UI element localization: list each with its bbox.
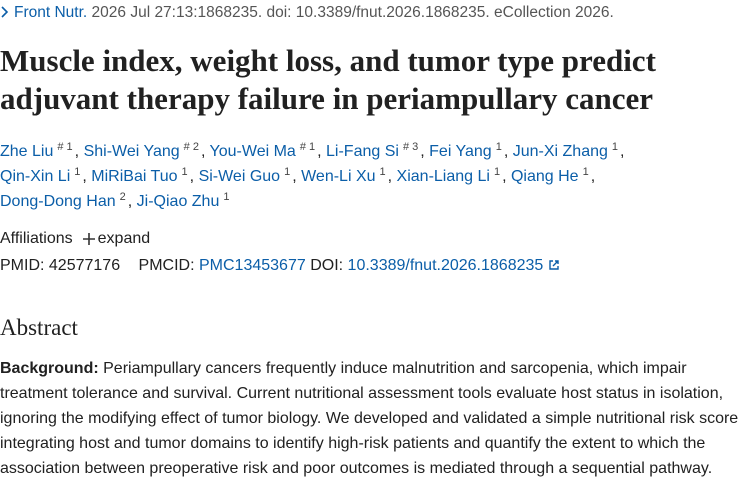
author-link[interactable]: Fei Yang	[429, 143, 492, 160]
author-separator: ,	[620, 143, 625, 160]
abstract-label: Background:	[0, 360, 99, 377]
plus-icon[interactable]	[82, 233, 95, 245]
author: Qiang He 1,	[510, 166, 596, 186]
author-link[interactable]: Ji-Qiao Zhu	[136, 193, 220, 210]
author-link[interactable]: Li-Fang Si	[326, 143, 399, 160]
author-link[interactable]: Qin-Xin Li	[0, 168, 71, 185]
author-link[interactable]: You-Wei Ma	[209, 143, 296, 160]
author-separator: ,	[420, 143, 425, 160]
author: Shi-Wei Yang # 2,	[83, 141, 206, 161]
author-affiliation-marker: # 2	[183, 141, 199, 153]
doi-link[interactable]: 10.3389/fnut.2026.1868235	[347, 257, 544, 274]
author: MiRiBai Tuo 1,	[91, 166, 195, 186]
author: Li-Fang Si # 3,	[326, 141, 425, 161]
expand-toggle[interactable]: expand	[97, 230, 151, 247]
author-separator: ,	[189, 168, 195, 185]
author-affiliation-marker: 1	[379, 166, 386, 178]
author-separator: ,	[590, 168, 596, 185]
article-title: Muscle index, weight loss, and tumor typ…	[0, 43, 656, 116]
author-affiliation-marker: # 1	[57, 141, 73, 153]
author-separator: ,	[317, 143, 322, 160]
author-affiliation-marker: 1	[223, 191, 230, 203]
author-link[interactable]: Xian-Liang Li	[396, 168, 490, 185]
pmcid-link[interactable]: PMC13453677	[199, 257, 306, 274]
pmid-label: PMID:	[0, 257, 45, 274]
author-link[interactable]: Wen-Li Xu	[301, 168, 376, 185]
author: Si-Wei Guo 1,	[198, 166, 297, 186]
journal-link[interactable]: Front Nutr.	[14, 4, 88, 21]
author-affiliation-marker: 1	[74, 166, 81, 178]
author: Zhe Liu # 1,	[0, 141, 80, 161]
author-affiliation-marker: # 1	[299, 141, 316, 153]
author: Ji-Qiao Zhu 1	[136, 191, 232, 211]
author: You-Wei Ma # 1,	[209, 141, 322, 161]
affiliations-label: Affiliations	[0, 230, 73, 247]
author: Fei Yang 1,	[429, 141, 509, 161]
author-separator: ,	[200, 143, 206, 160]
author-link[interactable]: Qiang He	[510, 168, 579, 185]
author-separator: ,	[387, 168, 393, 185]
author-link[interactable]: Jun-Xi Zhang	[512, 143, 608, 160]
author: Xian-Liang Li 1,	[396, 166, 507, 186]
author-affiliation-marker: 1	[611, 141, 619, 153]
author-separator: ,	[503, 143, 509, 160]
author-list: Zhe Liu # 1, Shi-Wei Yang # 2, You-Wei Ma #…	[0, 139, 700, 214]
author-affiliation-marker: 1	[181, 166, 188, 178]
author-link[interactable]: Si-Wei Guo	[198, 168, 281, 185]
citation: Front Nutr. 2026 Jul 27:13:1868235. doi:…	[0, 4, 614, 22]
affiliations: Affiliations expand	[0, 230, 150, 248]
author-separator: ,	[502, 168, 507, 185]
external-link-icon[interactable]	[548, 259, 560, 271]
author-affiliation-marker: 1	[582, 166, 589, 178]
author-link[interactable]: Dong-Dong Han	[0, 193, 116, 210]
author-separator: ,	[127, 193, 133, 210]
pmcid-label: PMCID:	[138, 257, 195, 274]
author-link[interactable]: MiRiBai Tuo	[91, 168, 178, 185]
author-separator: ,	[292, 168, 297, 185]
author: Jun-Xi Zhang 1,	[512, 141, 625, 161]
author-affiliation-marker: 1	[495, 141, 502, 153]
doi-label: DOI:	[310, 257, 344, 274]
author-affiliation-marker: 1	[284, 166, 291, 178]
author: Wen-Li Xu 1,	[301, 166, 393, 186]
citation-details: 2026 Jul 27:13:1868235. doi: 10.3389/fnu…	[91, 4, 614, 21]
abstract-text: Periampullary cancers frequently induce …	[0, 360, 739, 477]
abstract-paragraph: Background: Periampullary cancers freque…	[0, 356, 750, 481]
author-link[interactable]: Zhe Liu	[0, 143, 54, 160]
author: Dong-Dong Han 2,	[0, 191, 133, 211]
author-affiliation-marker: # 3	[402, 141, 419, 153]
identifiers: PMID: 42577176 PMCID: PMC13453677 DOI: 1…	[0, 257, 560, 275]
author-affiliation-marker: 1	[493, 166, 501, 178]
author-affiliation-marker: 2	[119, 191, 126, 203]
author-separator: ,	[82, 168, 87, 185]
author-link[interactable]: Shi-Wei Yang	[83, 143, 180, 160]
chevron-icon	[1, 6, 9, 18]
pmid: 42577176	[48, 257, 121, 274]
abstract-heading: Abstract	[0, 315, 78, 340]
author-separator: ,	[74, 143, 80, 160]
author: Qin-Xin Li 1,	[0, 166, 87, 186]
